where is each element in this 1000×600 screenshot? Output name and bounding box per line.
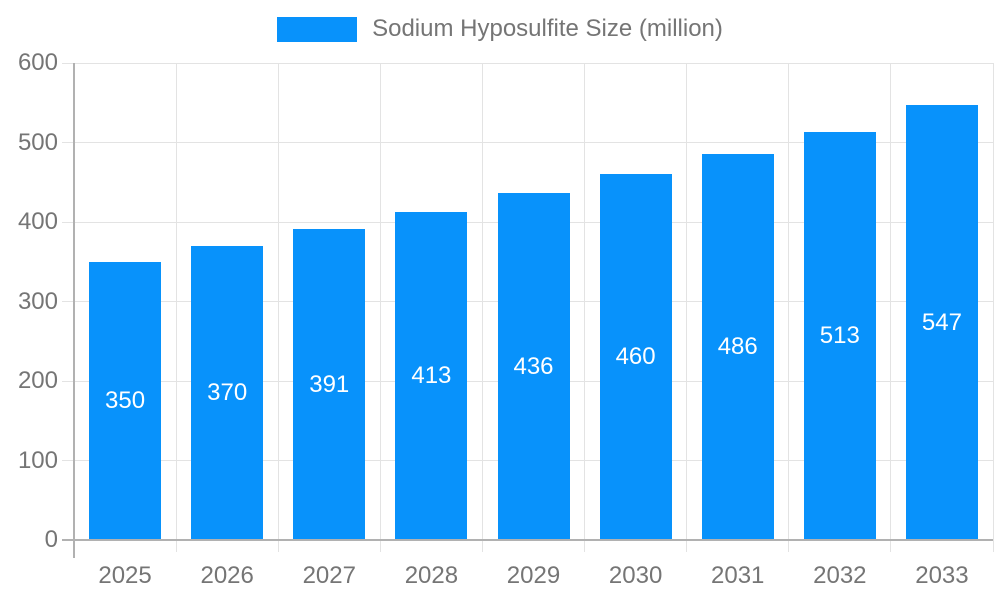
legend-label: Sodium Hyposulfite Size (million) — [372, 15, 723, 42]
bar-value-label: 460 — [615, 343, 656, 371]
x-axis-label: 2030 — [608, 562, 663, 589]
legend: Sodium Hyposulfite Size (million) — [0, 16, 1000, 42]
y-axis-label: 200 — [17, 367, 58, 394]
bar-2029[interactable]: 436 — [497, 193, 570, 540]
y-axis-tick — [62, 380, 74, 382]
gridline-vertical — [277, 63, 279, 540]
x-axis-label: 2028 — [404, 562, 459, 589]
gridline-vertical — [379, 63, 381, 540]
x-axis-tick — [379, 540, 381, 552]
bar-value-label: 350 — [105, 386, 146, 414]
gridline-vertical — [992, 63, 994, 540]
x-axis-label: 2033 — [915, 562, 969, 589]
gridline-vertical — [175, 63, 177, 540]
y-axis-label: 400 — [17, 208, 58, 235]
x-axis-tick — [890, 540, 892, 552]
bar-2030[interactable]: 460 — [599, 174, 672, 540]
gridline-horizontal — [74, 62, 993, 64]
y-axis-line — [73, 63, 75, 558]
bar-value-label: 370 — [207, 378, 248, 406]
bar-2025[interactable]: 350 — [89, 261, 162, 540]
x-axis-tick — [788, 540, 790, 552]
bar-2026[interactable]: 370 — [191, 245, 264, 540]
y-axis-label: 100 — [17, 446, 58, 474]
x-axis-tick — [992, 540, 994, 552]
y-axis-tick — [62, 221, 74, 223]
bar-value-label: 486 — [717, 332, 758, 360]
x-axis-label: 2025 — [98, 562, 152, 589]
x-axis-tick — [481, 540, 483, 552]
bar-2032[interactable]: 513 — [803, 132, 876, 540]
bar-value-label: 413 — [411, 361, 452, 389]
x-axis-tick — [175, 540, 177, 552]
bar-2031[interactable]: 486 — [701, 153, 774, 540]
y-axis-tick — [62, 301, 74, 302]
legend-item[interactable]: Sodium Hyposulfite Size (million) — [277, 16, 723, 42]
x-axis-label: 2026 — [200, 562, 254, 589]
legend-swatch — [277, 16, 358, 42]
gridline-vertical — [481, 63, 483, 540]
y-axis-tick — [62, 142, 74, 143]
bar-value-label: 513 — [819, 322, 860, 350]
y-axis-label: 500 — [17, 128, 58, 156]
gridline-vertical — [890, 63, 892, 540]
x-axis-label: 2032 — [813, 562, 867, 589]
y-axis-label: 600 — [17, 49, 58, 76]
bar-value-label: 391 — [309, 370, 350, 398]
y-axis-label: 300 — [17, 287, 58, 315]
bar-value-label: 547 — [921, 308, 962, 336]
y-axis-tick — [62, 62, 74, 64]
x-axis-tick — [686, 540, 688, 552]
bar-2027[interactable]: 391 — [293, 229, 366, 540]
bar-value-label: 436 — [513, 352, 554, 380]
x-axis-label: 2029 — [506, 562, 561, 589]
x-axis-tick — [584, 540, 586, 552]
gridline-vertical — [686, 63, 688, 540]
y-axis-tick — [62, 460, 74, 461]
bar-2028[interactable]: 413 — [395, 211, 468, 540]
y-axis-label: 0 — [44, 526, 58, 553]
gridline-vertical — [788, 63, 790, 540]
bar-2033[interactable]: 547 — [905, 105, 978, 540]
gridline-vertical — [584, 63, 586, 540]
x-axis-label: 2027 — [302, 562, 356, 589]
x-axis-tick — [277, 540, 279, 552]
x-axis-label: 2031 — [711, 562, 765, 589]
